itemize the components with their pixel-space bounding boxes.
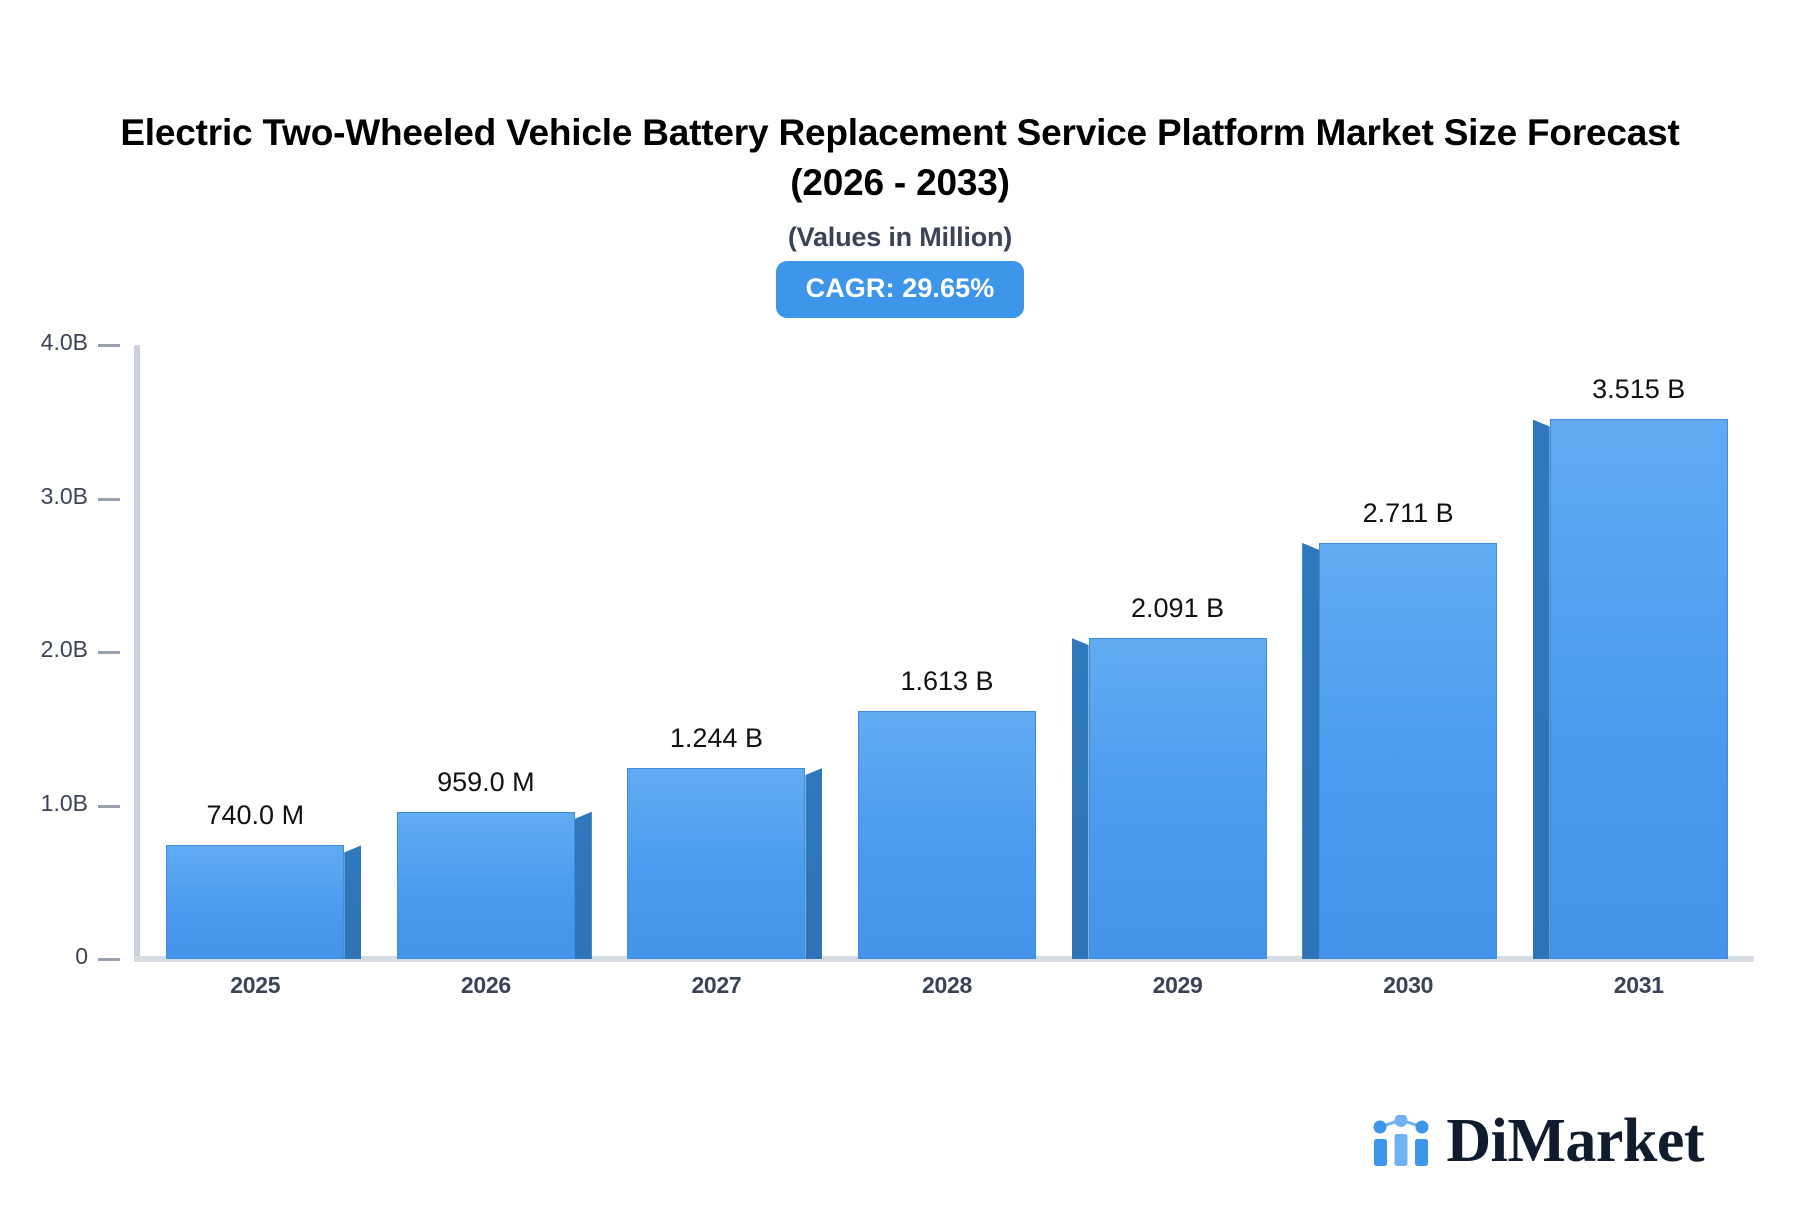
bar-front-face <box>1088 638 1267 959</box>
chart-header: Electric Two-Wheeled Vehicle Battery Rep… <box>0 0 1800 318</box>
y-axis-tick-label: 3.0B <box>40 482 88 509</box>
cagr-badge: CAGR: 29.65% <box>775 260 1025 318</box>
x-axis-label-2031: 2031 <box>1613 972 1664 998</box>
brand-logo-text: DiMarket <box>1446 1107 1704 1175</box>
y-axis-tick-label: 2.0B <box>40 636 88 662</box>
bar-2027[interactable]: 1.244 B <box>627 723 823 959</box>
bar-series: 740.0 M 959.0 M 1.244 B 1.613 B 2.091 B 2.711… <box>140 345 1754 959</box>
bar-side-face <box>574 811 592 959</box>
brand-logo: DiMarket <box>1370 1110 1704 1172</box>
x-axis-label-2025: 2025 <box>230 972 281 998</box>
bar-2025[interactable]: 740.0 M <box>166 800 362 959</box>
x-axis-label-2026: 2026 <box>460 972 511 998</box>
y-axis-tick-mark <box>98 344 120 347</box>
bar-chart-dots-icon <box>1373 1115 1429 1166</box>
x-axis-label-2029: 2029 <box>1152 972 1203 998</box>
page-title: Electric Two-Wheeled Vehicle Battery Rep… <box>120 112 1680 203</box>
y-axis-tick-mark <box>98 804 120 808</box>
bar-side-face <box>805 768 823 959</box>
x-axis-label-2028: 2028 <box>922 972 972 998</box>
y-axis-line <box>134 345 140 962</box>
bar-value-label: 740.0 M <box>206 800 305 831</box>
x-axis-label-2030: 2030 <box>1383 972 1434 998</box>
bar-front-face <box>1319 542 1498 959</box>
bar-front-face <box>1549 419 1728 959</box>
bar-value-label: 2.711 B <box>1362 497 1454 528</box>
bar-2030[interactable]: 2.711 B <box>1302 498 1498 959</box>
bar-side-face <box>344 845 362 959</box>
bar-2031[interactable]: 3.515 B <box>1532 374 1728 959</box>
bar-value-label: 2.091 B <box>1131 593 1225 624</box>
bar-front-face <box>858 711 1036 959</box>
bar-side-face <box>1302 542 1320 959</box>
bar-2028[interactable]: 1.613 B <box>858 666 1036 959</box>
chart-subtitle: (Values in Million) <box>787 221 1013 252</box>
bar-side-face <box>1071 638 1089 959</box>
x-axis-baseline <box>134 956 1754 962</box>
y-axis-tick-label: 1.0B <box>40 789 88 816</box>
bar-front-face <box>627 768 806 959</box>
bar-side-face <box>1532 419 1550 959</box>
x-axis-labels: 2025 2026 2027 2028 2029 2030 2031 <box>140 972 1754 1012</box>
bar-2026[interactable]: 959.0 M <box>396 767 592 959</box>
bar-2029[interactable]: 2.091 B <box>1071 593 1267 959</box>
bar-value-label: 959.0 M <box>437 766 535 797</box>
bar-front-face <box>166 845 345 959</box>
x-axis-label-2027: 2027 <box>691 972 742 998</box>
y-axis-tick-mark <box>98 958 120 961</box>
bar-front-face <box>396 811 575 959</box>
y-axis-tick-mark <box>98 651 120 654</box>
y-axis-tick-label: 0 <box>75 943 88 969</box>
bar-value-label: 1.613 B <box>900 666 994 697</box>
y-axis-tick-mark <box>98 497 120 501</box>
y-axis-tick-label: 4.0B <box>40 329 88 355</box>
bar-value-label: 1.244 B <box>669 723 763 754</box>
bar-value-label: 3.515 B <box>1592 374 1686 405</box>
